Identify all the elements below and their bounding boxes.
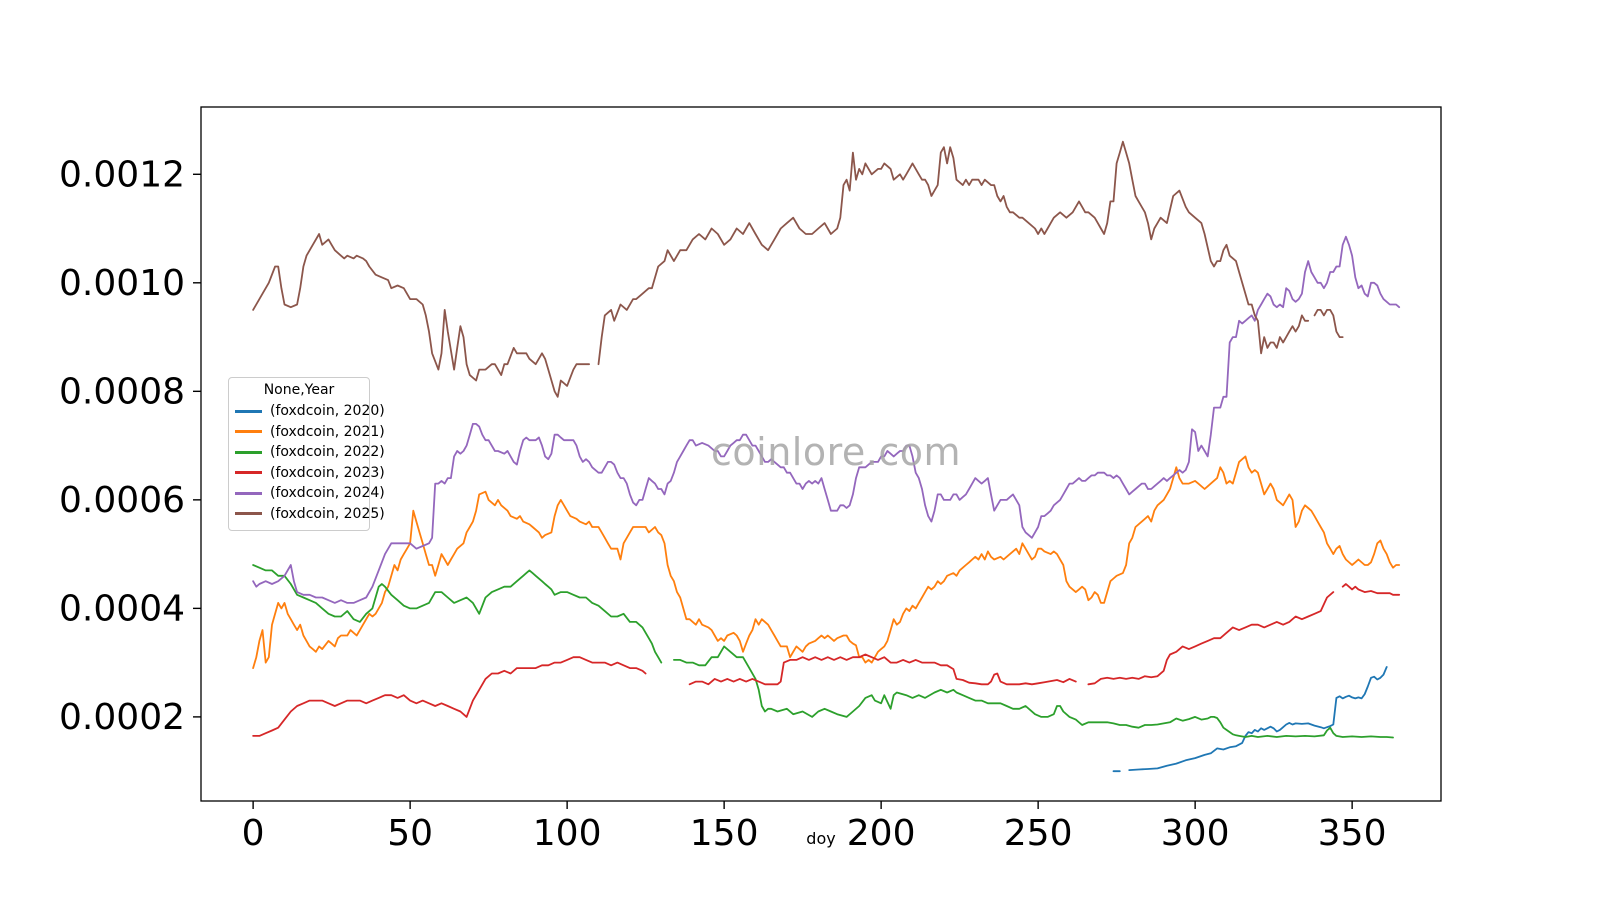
- series-line-2025-seg2: [1313, 308, 1344, 339]
- legend-item-2022: (foxdcoin, 2022): [235, 442, 385, 463]
- legend-swatch-2022: [235, 450, 262, 454]
- legend-swatch-2021: [235, 430, 262, 434]
- x-tick-label: 150: [690, 813, 759, 854]
- x-tick-label: 100: [533, 813, 602, 854]
- legend-swatch-2020: [235, 409, 262, 413]
- series-line-2021: [252, 455, 1401, 669]
- y-tick-label: 0.0010: [59, 263, 185, 304]
- x-tick-label: 350: [1318, 813, 1387, 854]
- legend-item-2021: (foxdcoin, 2021): [235, 422, 385, 443]
- legend-item-2023: (foxdcoin, 2023): [235, 463, 385, 484]
- legend-swatch-2023: [235, 471, 262, 475]
- x-tick-label: 50: [387, 813, 433, 854]
- x-tick-label: 250: [1004, 813, 1073, 854]
- watermark-text: coinlore.com: [711, 430, 961, 474]
- y-tick-label: 0.0008: [59, 371, 185, 412]
- series-line-2023-seg3: [1341, 583, 1401, 596]
- legend-label-2020: (foxdcoin, 2020): [270, 403, 385, 420]
- legend-label-2022: (foxdcoin, 2022): [270, 444, 385, 461]
- legend-item-2024: (foxdcoin, 2024): [235, 483, 385, 504]
- axes-frame: [200, 106, 1442, 802]
- x-tick-label: 200: [847, 813, 916, 854]
- x-tick-label: 0: [242, 813, 265, 854]
- series-line-2023-seg2: [1087, 591, 1335, 686]
- series-line-2022-seg1: [673, 645, 1394, 739]
- series-line-2022: [252, 564, 663, 664]
- legend-label-2021: (foxdcoin, 2021): [270, 423, 385, 440]
- legend-swatch-2025: [235, 512, 262, 516]
- legend-label-2023: (foxdcoin, 2023): [270, 464, 385, 481]
- series-line-2020-seg1: [1128, 666, 1388, 771]
- legend-box: None,Year (foxdcoin, 2020) (foxdcoin, 20…: [228, 377, 385, 531]
- y-tick-label: 0.0002: [59, 697, 185, 738]
- series-line-2023-seg1: [688, 653, 1077, 686]
- series-line-2024: [252, 235, 1401, 604]
- legend-title: None,Year: [263, 382, 335, 398]
- y-tick-label: 0.0004: [59, 588, 185, 629]
- series-line-2025-seg1: [597, 140, 1310, 366]
- legend-label-2024: (foxdcoin, 2024): [270, 485, 385, 502]
- y-tick-label: 0.0012: [59, 154, 185, 195]
- legend-label-2025: (foxdcoin, 2025): [270, 505, 385, 522]
- y-tick-label: 0.0006: [59, 480, 185, 521]
- legend-item-2025: (foxdcoin, 2025): [235, 504, 385, 525]
- legend-item-2020: (foxdcoin, 2020): [235, 401, 385, 422]
- x-tick-label: 300: [1161, 813, 1230, 854]
- legend-swatch-2024: [235, 491, 262, 495]
- series-line-2023: [252, 656, 647, 737]
- x-axis-title: doy: [806, 829, 836, 848]
- series-line-2025: [252, 233, 590, 398]
